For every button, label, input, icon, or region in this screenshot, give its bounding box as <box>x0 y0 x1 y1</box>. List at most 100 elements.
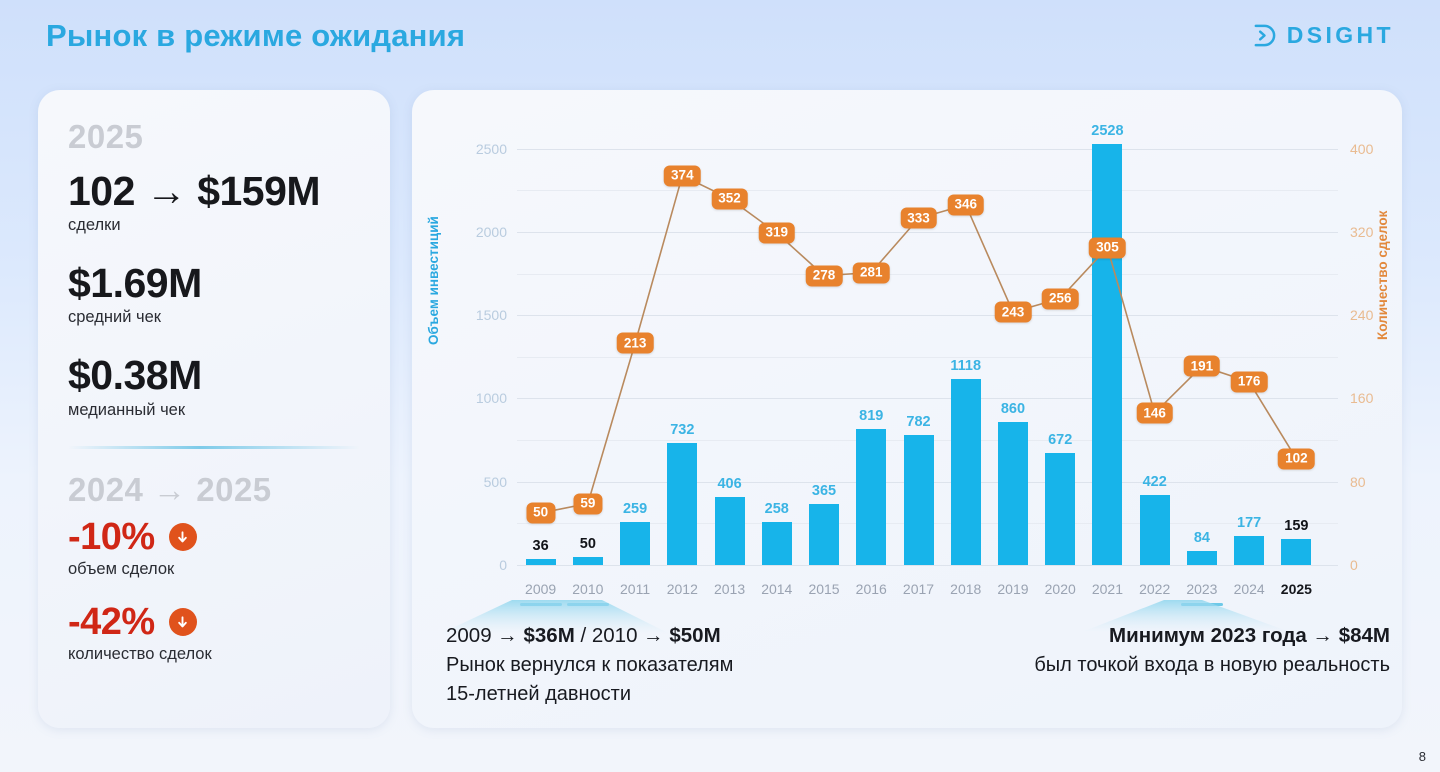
left-caption-line3: 15-летней давности <box>446 682 632 705</box>
slide-header: Рынок в режиме ожидания DSIGHT <box>0 0 1440 76</box>
chart-bar <box>1281 538 1312 565</box>
x-axis-tick-label: 2018 <box>950 581 982 597</box>
gridline-minor <box>517 190 1338 192</box>
left-caption-bold1: $36M <box>523 624 575 647</box>
x-axis-tick-label: 2022 <box>1139 581 1171 597</box>
y-axis-left-tick: 2000 <box>475 223 507 240</box>
gridline-minor <box>517 356 1338 358</box>
line-value-badge: 352 <box>711 188 748 210</box>
y-axis-right-tick: 80 <box>1350 473 1366 490</box>
kpi-deals-headline: 102 → $159M <box>68 167 321 214</box>
kpi-median-check-block: $0.38M медианный чек <box>68 351 360 419</box>
x-axis-tick-label: 2010 <box>572 581 604 597</box>
y-axis-right-tick: 240 <box>1350 307 1374 324</box>
line-value-badge: 176 <box>1230 371 1268 393</box>
line-value-badge: 50 <box>526 502 556 524</box>
bar-value-label: 422 <box>1142 473 1167 490</box>
left-caption: 2009 → $36M / 2010 → $50M Рынок вернулся… <box>446 622 733 708</box>
line-value-badge: 305 <box>1089 237 1126 259</box>
line-value-badge: 146 <box>1136 402 1173 424</box>
chart-bar <box>525 559 556 565</box>
y-axis-right-tick: 0 <box>1350 557 1358 573</box>
y-axis-left-tick: 2500 <box>475 140 507 157</box>
x-axis-tick-label: 2009 <box>525 581 557 597</box>
right-callout-cone <box>1082 600 1290 632</box>
line-value-badge: 333 <box>900 207 937 229</box>
chart-bar <box>761 522 792 565</box>
bar-value-label: 84 <box>1193 530 1210 546</box>
chart-bar <box>572 556 603 565</box>
bar-value-label: 177 <box>1237 514 1262 531</box>
bar-value-label: 732 <box>670 422 695 439</box>
left-caption-bold2: $50M <box>669 624 721 647</box>
kpi-year-label: 2025 <box>68 118 144 155</box>
line-value-badge: 319 <box>758 222 796 244</box>
chart-bar <box>950 378 981 565</box>
bar-value-label: 50 <box>579 535 596 552</box>
x-axis-tick-label: 2025 <box>1280 581 1312 597</box>
line-value-badge: 213 <box>616 332 654 354</box>
chart-bar <box>1092 143 1123 565</box>
y-axis-left-tick: 0 <box>499 557 507 573</box>
x-axis-tick-label: 2020 <box>1044 581 1076 597</box>
bar-value-label: 259 <box>622 500 648 517</box>
y-axis-left-tick: 1500 <box>475 307 507 324</box>
kpi-avg-check-caption: средний чек <box>68 308 161 327</box>
x-axis-tick-label: 2013 <box>713 581 746 597</box>
kpi-avg-check-value: $1.69M <box>68 260 202 307</box>
kpi-count-change-block: -42% количество сделок <box>68 601 360 664</box>
line-value-badge: 374 <box>664 165 701 187</box>
gridline <box>517 148 1338 150</box>
y-axis-left-tick: 1000 <box>475 390 507 407</box>
chart-bar <box>1186 551 1217 565</box>
bar-value-label: 819 <box>859 407 884 424</box>
x-axis-tick-label: 2021 <box>1091 581 1124 597</box>
x-axis-tick-label: 2014 <box>761 581 793 597</box>
x-axis-tick-label: 2012 <box>666 581 698 597</box>
kpi-volume-change-value: -10% <box>68 515 155 558</box>
chart-bar <box>714 497 745 565</box>
chart-bar <box>856 428 887 565</box>
line-value-badge: 281 <box>852 262 890 284</box>
y-axis-right-tick: 320 <box>1350 223 1374 240</box>
gridline <box>517 398 1338 400</box>
line-value-badge: 191 <box>1183 355 1221 377</box>
left-caption-part1: 2009 → <box>446 624 524 647</box>
gridline <box>517 565 1338 566</box>
kpi-count-change-caption: количество сделок <box>68 644 212 663</box>
left-caption-line2: Рынок вернулся к показателям <box>446 653 734 676</box>
bar-value-label: 159 <box>1284 517 1309 534</box>
bar-value-label: 860 <box>1000 400 1026 417</box>
x-axis-tick-label: 2017 <box>902 581 935 597</box>
x-axis-tick-label: 2011 <box>620 581 651 597</box>
x-axis-tick-label: 2024 <box>1233 581 1265 597</box>
bar-value-label: 406 <box>717 476 742 493</box>
x-axis-tick-label: 2019 <box>997 581 1029 597</box>
arrow-down-circle-icon <box>168 523 197 552</box>
page-number: 8 <box>1418 749 1426 764</box>
x-axis-tick-label: 2015 <box>808 581 840 597</box>
bar-value-label: 365 <box>811 483 837 500</box>
gridline <box>517 315 1338 317</box>
chart-bar <box>997 421 1028 565</box>
y-axis-right-tick: 160 <box>1350 390 1374 407</box>
chart-bar <box>1139 494 1170 565</box>
bar-value-label: 782 <box>906 413 931 430</box>
right-caption-line2: был точкой входа в новую реальность <box>1034 653 1390 676</box>
x-axis-tick-label: 2016 <box>855 581 887 597</box>
kpi-volume-change-block: -10% объем сделок <box>68 516 360 579</box>
kpi-compare-label: 2024 → 2025 <box>68 470 272 508</box>
arrow-down-circle-icon <box>168 608 197 637</box>
kpi-median-check-caption: медианный чек <box>68 400 186 419</box>
kpi-deals-block: 102 → $159M сделки <box>68 167 360 235</box>
kpi-deals-caption: сделки <box>68 216 121 235</box>
kpi-median-check-value: $0.38M <box>68 352 202 399</box>
chart-bar <box>1234 535 1265 565</box>
left-caption-line1: 2009 → $36M / 2010 → $50M <box>446 622 733 650</box>
chart-bar <box>903 434 934 565</box>
y-axis-left-tick: 500 <box>483 473 507 490</box>
kpi-volume-change-caption: объем сделок <box>68 559 175 578</box>
line-value-badge: 102 <box>1278 448 1315 470</box>
gridline <box>517 231 1338 233</box>
dsight-d-icon <box>1254 24 1276 47</box>
